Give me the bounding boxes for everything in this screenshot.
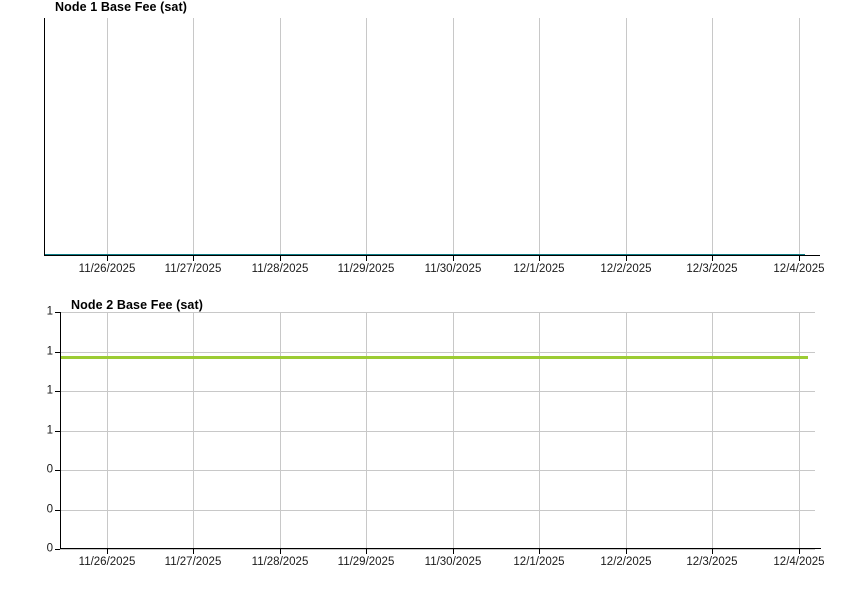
x-axis-tick-label: 11/28/2025 bbox=[251, 556, 309, 568]
gridline-vertical bbox=[712, 312, 713, 549]
x-axis-tick-label: 12/4/2025 bbox=[773, 263, 825, 275]
chart-title-node1: Node 1 Base Fee (sat) bbox=[55, 0, 188, 14]
x-axis-tick-mark bbox=[193, 256, 194, 261]
gridline-vertical bbox=[626, 18, 627, 256]
gridline-horizontal bbox=[60, 391, 815, 392]
plot-area-node2: 1 1 1 1 0 0 0 11/26/2025 11/27/2025 11/28/2025 11… bbox=[47, 306, 825, 568]
series-line-node2 bbox=[60, 356, 808, 359]
x-axis-tick-mark bbox=[712, 256, 713, 261]
x-axis-tick-mark bbox=[799, 256, 800, 261]
gridline-vertical bbox=[712, 18, 713, 256]
x-axis-tick-label: 12/4/2025 bbox=[773, 556, 825, 568]
y-axis-tick-label: 1 bbox=[46, 345, 53, 357]
y-axis-tick-mark bbox=[55, 549, 60, 550]
y-axis-tick-mark bbox=[55, 351, 60, 353]
x-axis-tick-label: 11/26/2025 bbox=[78, 263, 136, 275]
gridline-vertical bbox=[193, 312, 194, 549]
y-axis-tick-mark bbox=[55, 312, 60, 313]
x-axis-tick-mark bbox=[453, 256, 454, 261]
gridline-vertical bbox=[280, 18, 281, 256]
x-axis-tick-mark bbox=[107, 549, 108, 554]
plot-area-node1: 11/26/2025 11/27/2025 11/28/2025 11/29/2025… bbox=[44, 18, 825, 275]
x-axis-tick-mark bbox=[539, 256, 540, 261]
x-axis-tick-mark bbox=[626, 256, 627, 261]
y-axis-tick-label: 0 bbox=[46, 542, 53, 555]
x-axis-tick-mark bbox=[453, 549, 454, 554]
x-axis-tick-mark bbox=[626, 549, 627, 554]
x-axis-tick-label: 11/29/2025 bbox=[337, 263, 395, 275]
x-axis-tick-label: 11/30/2025 bbox=[424, 263, 482, 275]
y-axis-tick-mark bbox=[55, 509, 60, 511]
x-axis-tick-mark bbox=[799, 549, 800, 554]
gridline-vertical bbox=[626, 312, 627, 549]
gridline-horizontal bbox=[60, 549, 815, 550]
x-axis-tick-mark bbox=[280, 256, 281, 261]
gridline-vertical bbox=[539, 18, 540, 256]
x-axis-tick-label: 11/27/2025 bbox=[164, 556, 222, 568]
y-axis-line-node2 bbox=[60, 312, 61, 549]
x-axis-tick-label: 11/28/2025 bbox=[251, 263, 309, 275]
x-axis-line-node2 bbox=[60, 548, 821, 549]
x-axis-tick-label: 12/1/2025 bbox=[513, 556, 565, 568]
x-axis-tick-mark bbox=[366, 256, 367, 261]
x-axis-tick-mark bbox=[280, 549, 281, 554]
x-axis-tick-label: 12/1/2025 bbox=[513, 263, 565, 275]
gridline-vertical bbox=[193, 18, 194, 256]
x-axis-tick-mark bbox=[712, 549, 713, 554]
y-axis-line-node1 bbox=[44, 18, 45, 256]
gridline-horizontal bbox=[60, 470, 815, 471]
x-axis-tick-label: 12/2/2025 bbox=[600, 263, 652, 275]
gridline-vertical bbox=[107, 312, 108, 549]
x-axis-tick-label: 11/30/2025 bbox=[424, 556, 482, 568]
x-axis-tick-label: 11/29/2025 bbox=[337, 556, 395, 568]
gridline-vertical bbox=[453, 312, 454, 549]
x-axis-tick-label: 11/27/2025 bbox=[164, 263, 222, 275]
x-axis-tick-label: 12/2/2025 bbox=[600, 556, 652, 568]
x-axis-tick-mark bbox=[366, 549, 367, 554]
x-axis-line-node1 bbox=[44, 255, 820, 256]
x-axis-tick-label: 12/3/2025 bbox=[686, 263, 738, 275]
gridline-vertical bbox=[539, 312, 540, 549]
x-axis-tick-mark bbox=[193, 549, 194, 554]
gridline-horizontal bbox=[60, 430, 815, 432]
gridline-vertical bbox=[799, 312, 800, 549]
gridline-vertical bbox=[799, 18, 800, 256]
y-axis-tick-mark bbox=[55, 470, 60, 471]
y-axis-tick-label: 0 bbox=[46, 463, 53, 476]
gridline-vertical bbox=[366, 18, 367, 256]
y-axis-tick-mark bbox=[55, 391, 60, 392]
gridline-horizontal bbox=[60, 312, 815, 313]
x-axis-tick-mark bbox=[539, 549, 540, 554]
gridline-horizontal bbox=[60, 509, 815, 511]
gridline-horizontal bbox=[60, 351, 815, 353]
y-axis-tick-label: 1 bbox=[46, 305, 53, 318]
x-axis-tick-mark bbox=[107, 256, 108, 261]
x-axis-tick-label: 12/3/2025 bbox=[686, 556, 738, 568]
x-axis-tick-label: 11/26/2025 bbox=[78, 556, 136, 568]
y-axis-tick-label: 1 bbox=[46, 424, 53, 436]
chart-panel-node2: Node 2 Base Fee (sat) 1 1 1 1 0 0 0 11/26/2025… bbox=[0, 295, 860, 600]
y-axis-tick-mark bbox=[55, 430, 60, 432]
y-axis-tick-label: 0 bbox=[46, 503, 53, 515]
gridline-vertical bbox=[366, 312, 367, 549]
chart-panel-node1: Node 1 Base Fee (sat) 11/26/2025 11/27/20… bbox=[0, 0, 860, 290]
gridline-vertical bbox=[453, 18, 454, 256]
chart-title-node2: Node 2 Base Fee (sat) bbox=[71, 298, 204, 312]
y-axis-tick-label: 1 bbox=[46, 384, 53, 397]
gridline-vertical bbox=[107, 18, 108, 256]
gridline-vertical bbox=[280, 312, 281, 549]
